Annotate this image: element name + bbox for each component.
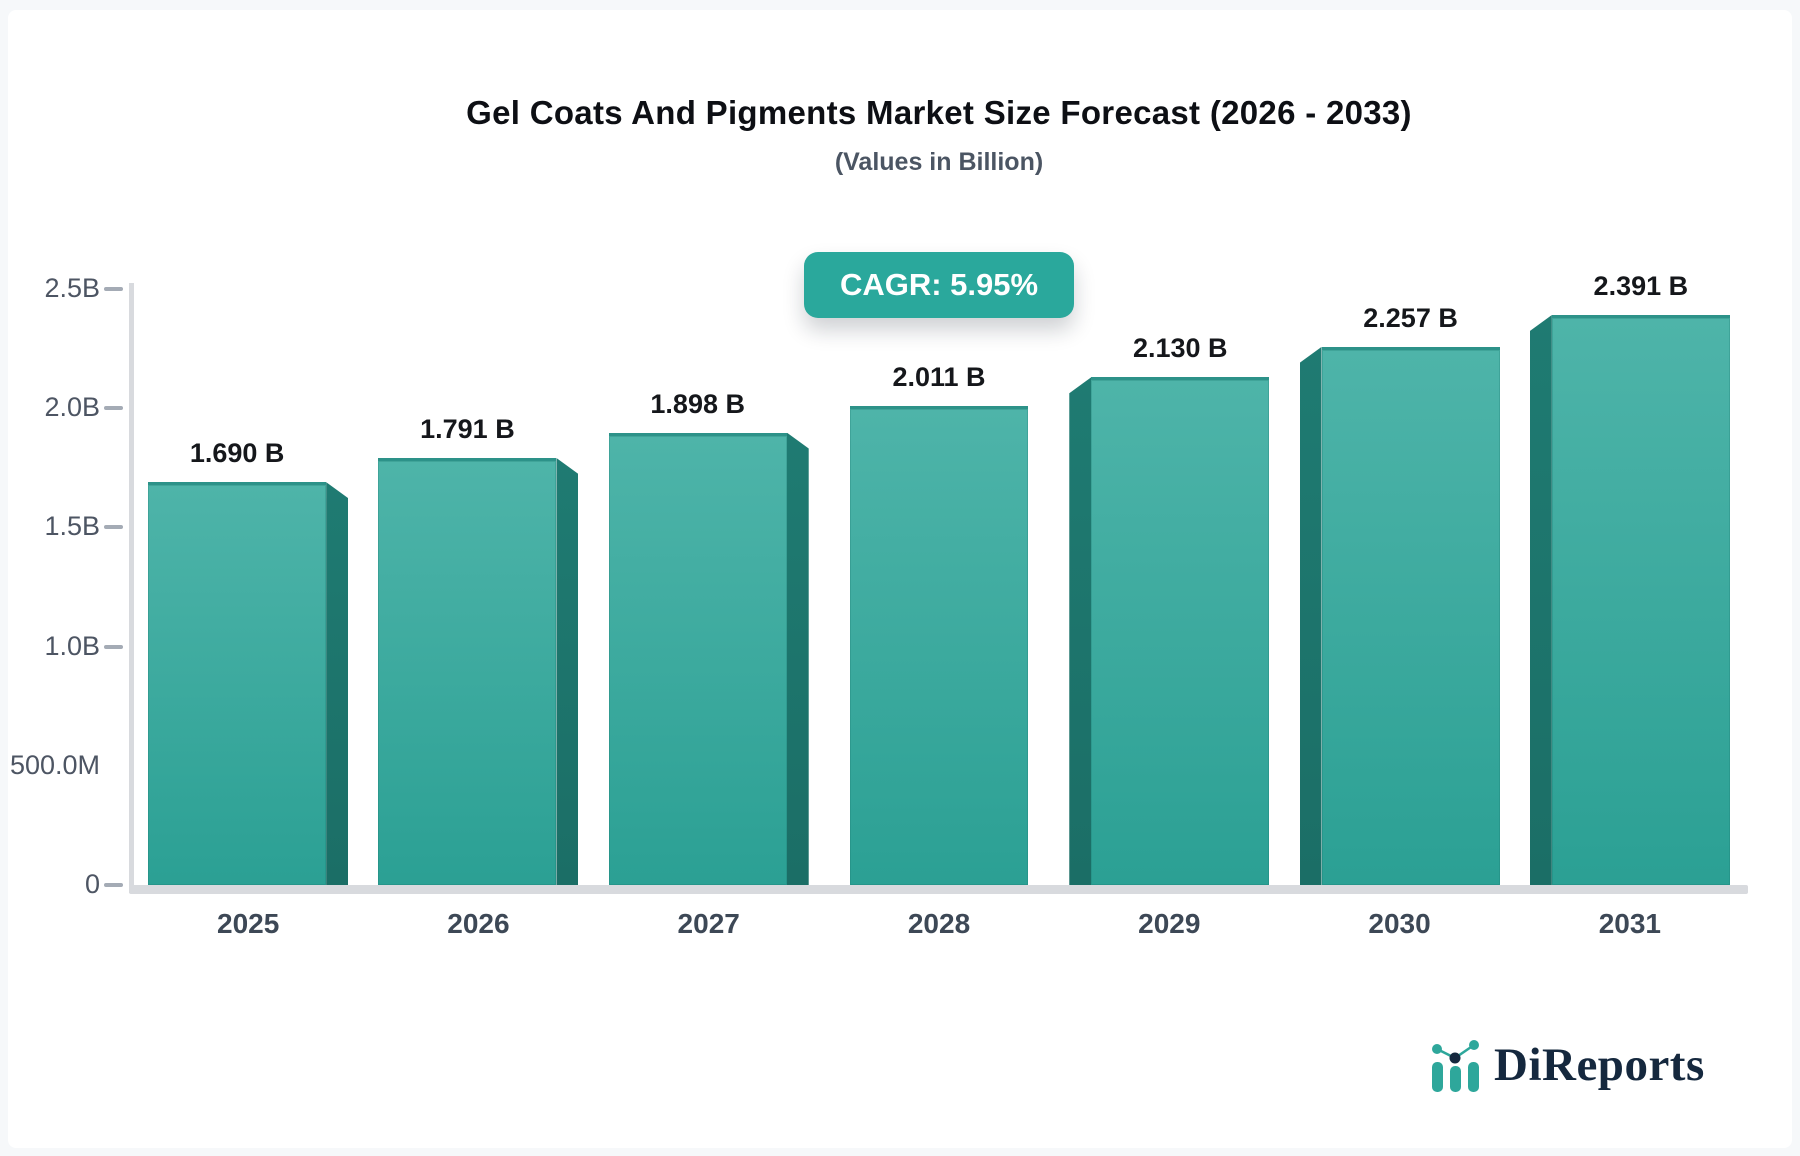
cagr-badge-row: CAGR: 5.95% bbox=[133, 252, 1745, 318]
chart-card bbox=[8, 10, 1792, 1148]
chart-subtitle: (Values in Billion) bbox=[834, 148, 1044, 176]
brand-logo: DiReports bbox=[1430, 1036, 1705, 1094]
cagr-badge: CAGR: 5.95% bbox=[803, 252, 1075, 318]
chart-title: Gel Coats And Pigments Market Size Forec… bbox=[466, 94, 1412, 131]
logo-chart-icon bbox=[1432, 1040, 1479, 1092]
logo-text: DiReports bbox=[1494, 1039, 1705, 1091]
